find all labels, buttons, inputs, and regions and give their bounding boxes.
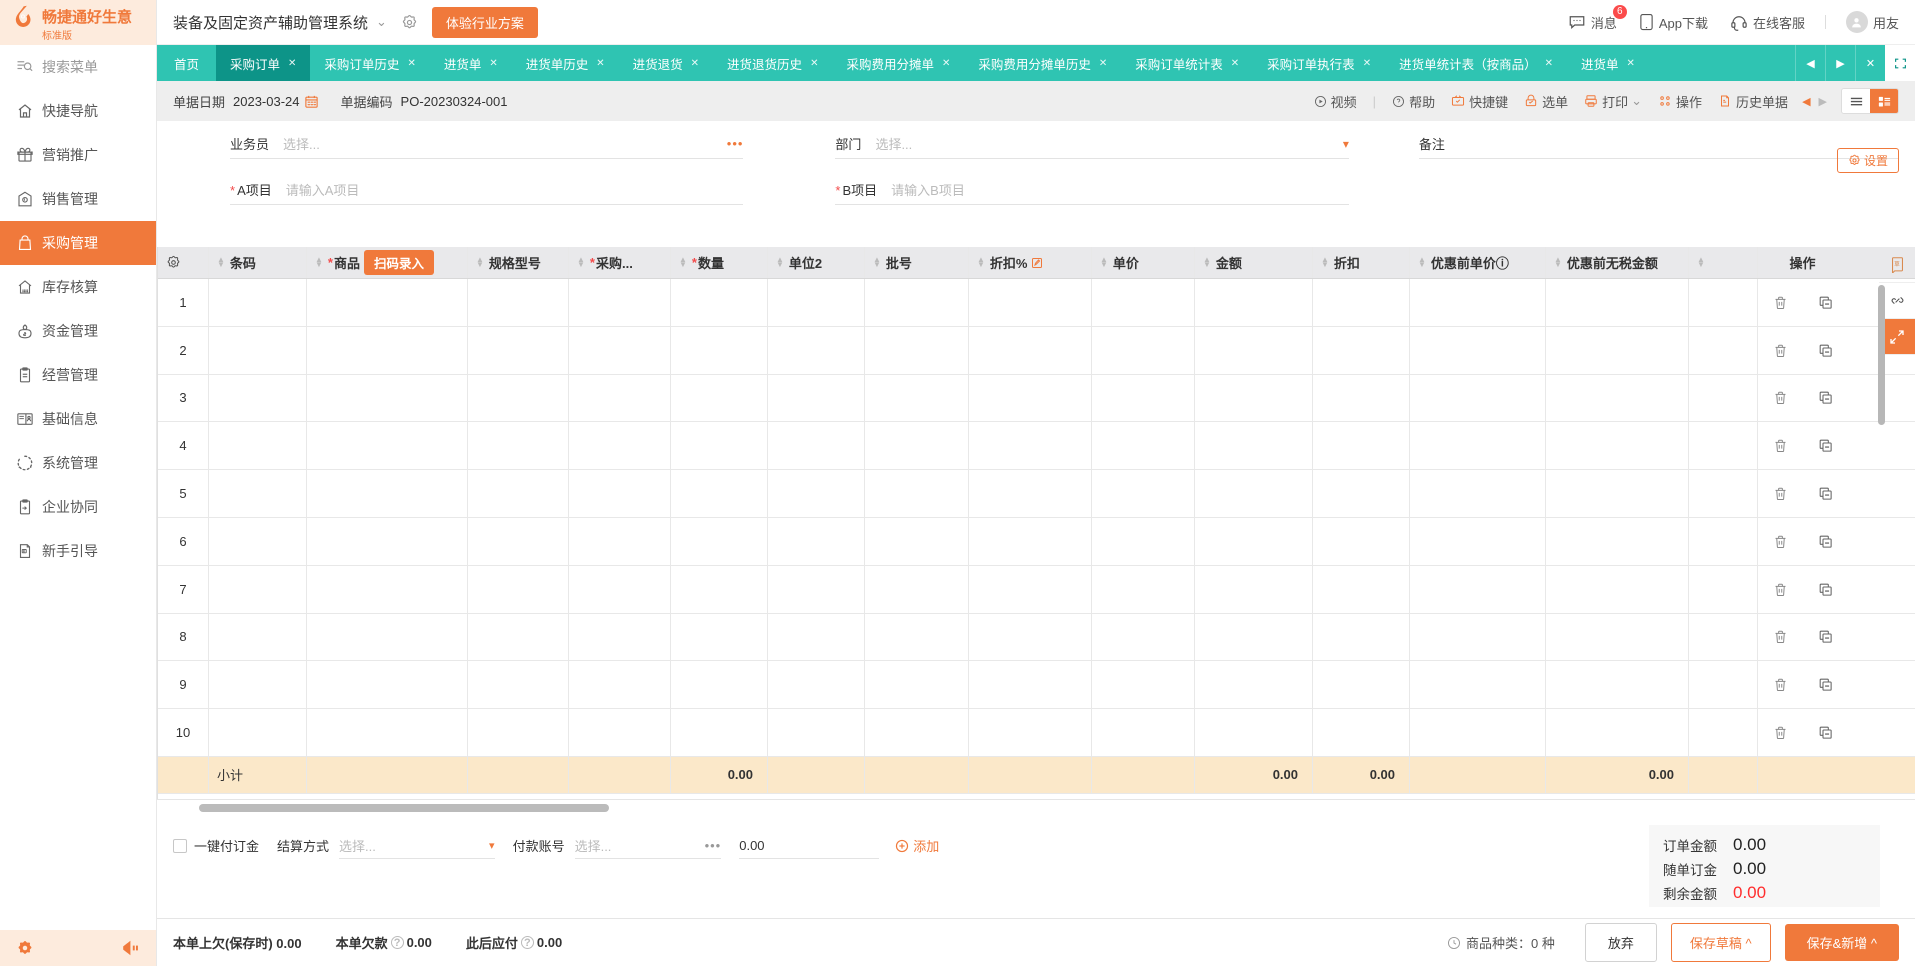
svg-text:草: 草 — [1894, 260, 1900, 268]
svg-text:新: 新 — [23, 549, 26, 553]
